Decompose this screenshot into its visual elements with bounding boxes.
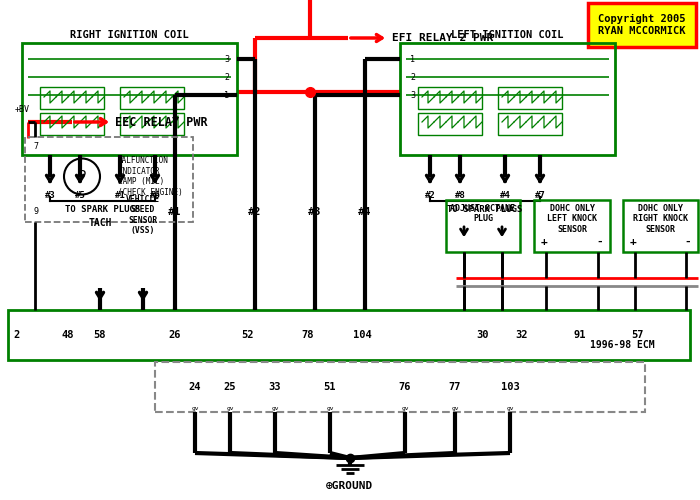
Bar	[498, 87, 562, 109]
Text: 48: 48	[62, 330, 74, 340]
Text: 52: 52	[241, 330, 253, 340]
Bar	[155, 362, 645, 412]
Text: gv: gv	[401, 406, 409, 411]
Text: EEC RELAY PWR: EEC RELAY PWR	[115, 116, 208, 128]
Bar	[446, 200, 520, 252]
Text: DOHC ONLY
RIGHT KNOCK
SENSOR: DOHC ONLY RIGHT KNOCK SENSOR	[633, 204, 688, 234]
Text: TO SPARK PLUGS: TO SPARK PLUGS	[447, 205, 523, 214]
Text: VEHICLE
SPEED
SENSOR
(VSS): VEHICLE SPEED SENSOR (VSS)	[126, 195, 160, 235]
Text: +: +	[629, 237, 636, 247]
Bar	[418, 87, 482, 109]
Bar	[623, 200, 698, 252]
Bar	[8, 310, 690, 360]
Bar	[22, 43, 237, 155]
Text: 1996-98 ECM: 1996-98 ECM	[590, 340, 655, 350]
Text: -: -	[596, 237, 603, 247]
Text: gv: gv	[506, 406, 514, 411]
Text: 104: 104	[353, 330, 372, 340]
Text: 1: 1	[410, 54, 415, 64]
Bar	[25, 137, 193, 222]
Text: 51: 51	[323, 382, 336, 392]
Bar	[498, 113, 562, 135]
Text: 1: 1	[224, 90, 229, 100]
Text: gv: gv	[326, 406, 334, 411]
Text: #3: #3	[308, 207, 322, 217]
Text: +: +	[540, 237, 547, 247]
Text: +BV: +BV	[15, 105, 29, 114]
Text: LEFT IGNITION COIL: LEFT IGNITION COIL	[452, 30, 564, 40]
Text: 24: 24	[189, 382, 202, 392]
Text: gv: gv	[226, 406, 234, 411]
Text: #1: #1	[168, 207, 182, 217]
Text: gv: gv	[272, 406, 279, 411]
Text: #4: #4	[358, 207, 372, 217]
Text: #8: #8	[454, 191, 466, 200]
Text: 32: 32	[516, 330, 528, 340]
Text: Copyright 2005
RYAN MCCORMICK: Copyright 2005 RYAN MCCORMICK	[598, 14, 686, 36]
Text: TACH: TACH	[88, 218, 112, 228]
Text: 58: 58	[94, 330, 106, 340]
Text: gv: gv	[191, 406, 199, 411]
Text: ADJUST OCTANE
PLUG: ADJUST OCTANE PLUG	[451, 204, 515, 224]
Text: #2: #2	[248, 207, 262, 217]
Text: MALFUNCTION
INDICATOR
LAMP (MIL)
(CHECK ENGINE): MALFUNCTION INDICATOR LAMP (MIL) (CHECK …	[118, 156, 183, 196]
Text: 9: 9	[34, 207, 38, 216]
Text: 2: 2	[14, 330, 20, 340]
Bar	[400, 43, 615, 155]
Text: 25: 25	[224, 382, 237, 392]
Text: #3: #3	[45, 191, 55, 200]
Text: P: P	[78, 170, 86, 183]
Text: #4: #4	[500, 191, 510, 200]
Text: 33: 33	[269, 382, 281, 392]
Text: 3: 3	[224, 54, 229, 64]
Bar	[120, 113, 184, 135]
Bar	[588, 3, 696, 47]
Text: ⊕GROUND: ⊕GROUND	[326, 481, 374, 491]
Text: DOHC ONLY
LEFT KNOCK
SENSOR: DOHC ONLY LEFT KNOCK SENSOR	[547, 204, 597, 234]
Text: 3: 3	[410, 90, 415, 100]
Text: gv: gv	[452, 406, 458, 411]
Text: -: -	[685, 237, 692, 247]
Bar	[40, 87, 104, 109]
Text: #2: #2	[425, 191, 435, 200]
Text: #6: #6	[150, 191, 160, 200]
Text: 2: 2	[410, 72, 415, 82]
Bar	[534, 200, 610, 252]
Text: 77: 77	[449, 382, 461, 392]
Text: 103: 103	[500, 382, 519, 392]
Text: 76: 76	[399, 382, 412, 392]
Bar	[418, 113, 482, 135]
Bar	[120, 87, 184, 109]
Text: TO SPARK PLUGS: TO SPARK PLUGS	[65, 205, 140, 214]
Text: #1: #1	[115, 191, 125, 200]
Text: 78: 78	[302, 330, 314, 340]
Text: RIGHT IGNITION COIL: RIGHT IGNITION COIL	[70, 30, 189, 40]
Text: 2: 2	[224, 72, 229, 82]
Text: #5: #5	[75, 191, 85, 200]
Text: #7: #7	[535, 191, 545, 200]
Bar	[40, 113, 104, 135]
Text: 57: 57	[631, 330, 644, 340]
Text: EFI RELAY 2 PWR: EFI RELAY 2 PWR	[392, 33, 494, 43]
Text: 7: 7	[34, 142, 38, 151]
Text: 30: 30	[477, 330, 489, 340]
Text: 91: 91	[574, 330, 587, 340]
Text: 26: 26	[169, 330, 181, 340]
